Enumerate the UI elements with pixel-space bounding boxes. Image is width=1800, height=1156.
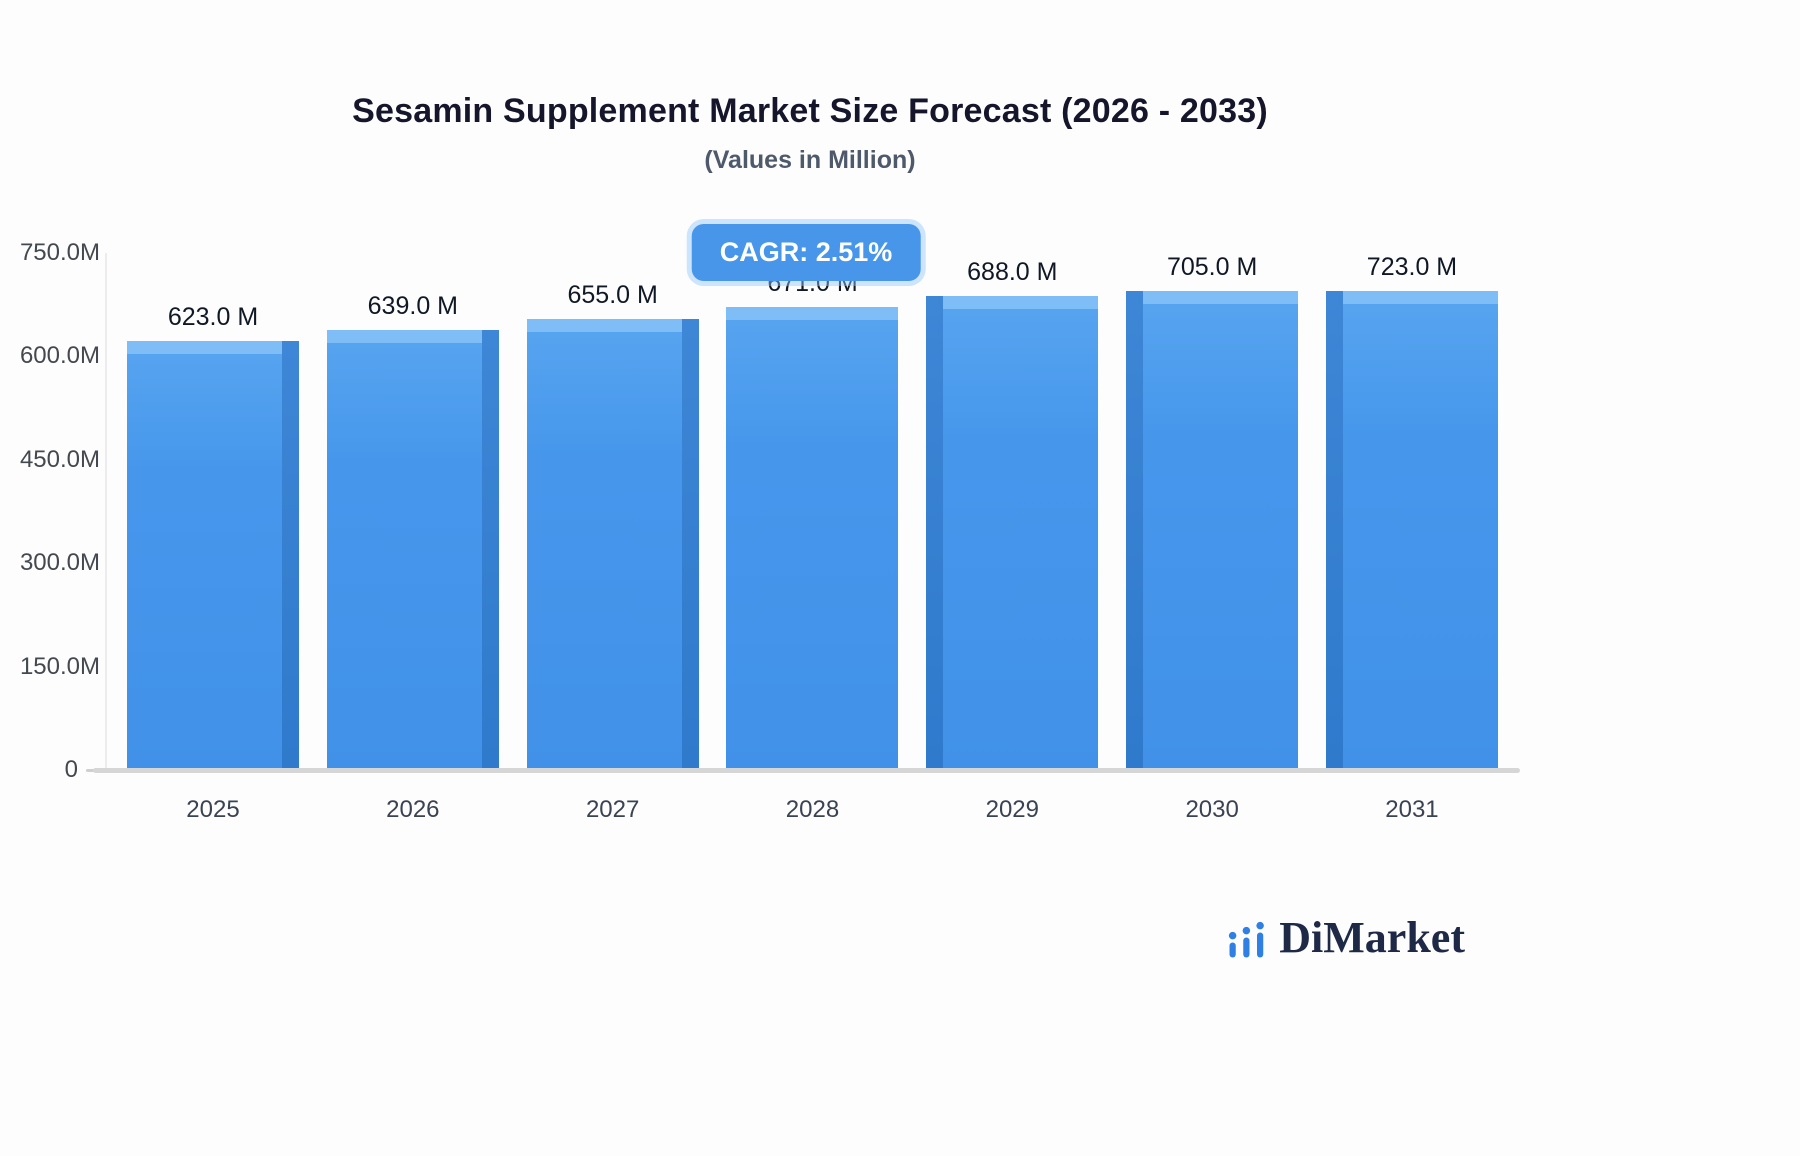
cagr-badge: CAGR: 2.51% (691, 224, 921, 281)
bar-slot: 623.0 M 2025 (127, 253, 299, 823)
y-axis-tick-label: 450.0M (19, 445, 100, 473)
bar-value-label: 705.0 M (1166, 253, 1258, 281)
bar[interactable] (926, 295, 1099, 771)
y-axis-tick-label: 150.0M (19, 652, 100, 680)
y-axis-line (105, 253, 107, 770)
bar-top-highlight (926, 295, 1099, 309)
bar-top-highlight (1325, 291, 1498, 304)
bar-slot: 655.0 M 2027 (526, 253, 699, 823)
x-axis-tick-label: 2031 (1385, 796, 1439, 823)
bar[interactable] (1325, 291, 1498, 770)
bar-value-label: 688.0 M (967, 257, 1058, 286)
bar-top-highlight (526, 318, 699, 332)
bar-top-highlight (127, 340, 299, 354)
x-axis-tick-label: 2028 (785, 796, 840, 823)
chart-title: Sesamin Supplement Market Size Forecast … (352, 92, 1268, 130)
bar-value-label: 723.0 M (1366, 253, 1458, 281)
dimarket-logo-icon (1229, 921, 1265, 958)
x-axis-tick-label: 2026 (386, 796, 440, 823)
bar-slot: 639.0 M 2026 (326, 253, 499, 823)
y-axis-tick-label: 0 (5, 756, 100, 784)
bar-top-highlight (726, 307, 899, 321)
y-axis: 0 150.0M 300.0M 450.0M 600.0M 750.0M (5, 239, 100, 783)
bar-value-label: 639.0 M (367, 291, 458, 320)
bar[interactable] (127, 340, 299, 771)
bar-top-highlight (326, 329, 499, 343)
dimarket-logo: DiMarket (1227, 916, 1465, 960)
bar-value-label: 623.0 M (167, 302, 259, 331)
x-axis-tick-label: 2029 (985, 796, 1039, 823)
bar-value-label: 655.0 M (567, 280, 658, 309)
x-axis-tick-label: 2027 (585, 796, 640, 823)
dimarket-logo-text: DiMarket (1279, 913, 1465, 962)
y-axis-tick-label: 300.0M (19, 549, 100, 577)
bar-slot: 671.0 M 2028 (726, 253, 899, 823)
bar-slot: 723.0 M 2031 (1325, 253, 1498, 823)
x-axis-tick-label: 2030 (1185, 796, 1239, 823)
chart-subtitle: (Values in Million) (704, 146, 916, 174)
y-axis-tick-label: 750.0M (19, 239, 100, 266)
bars-container: 623.0 M 2025 639.0 M 2026 655.0 M 2027 671.0 M… (105, 253, 1520, 823)
bar-slot: 688.0 M 2029 (926, 253, 1099, 823)
x-axis-line (93, 768, 1520, 773)
bar[interactable] (526, 318, 699, 770)
bar-top-highlight (1126, 291, 1299, 304)
bar[interactable] (1126, 291, 1299, 770)
bar[interactable] (726, 307, 899, 770)
bar-slot: 705.0 M 2030 (1126, 253, 1299, 823)
bar[interactable] (326, 329, 499, 771)
x-axis-tick-label: 2025 (186, 796, 240, 823)
y-axis-tick-label: 600.0M (19, 342, 100, 370)
